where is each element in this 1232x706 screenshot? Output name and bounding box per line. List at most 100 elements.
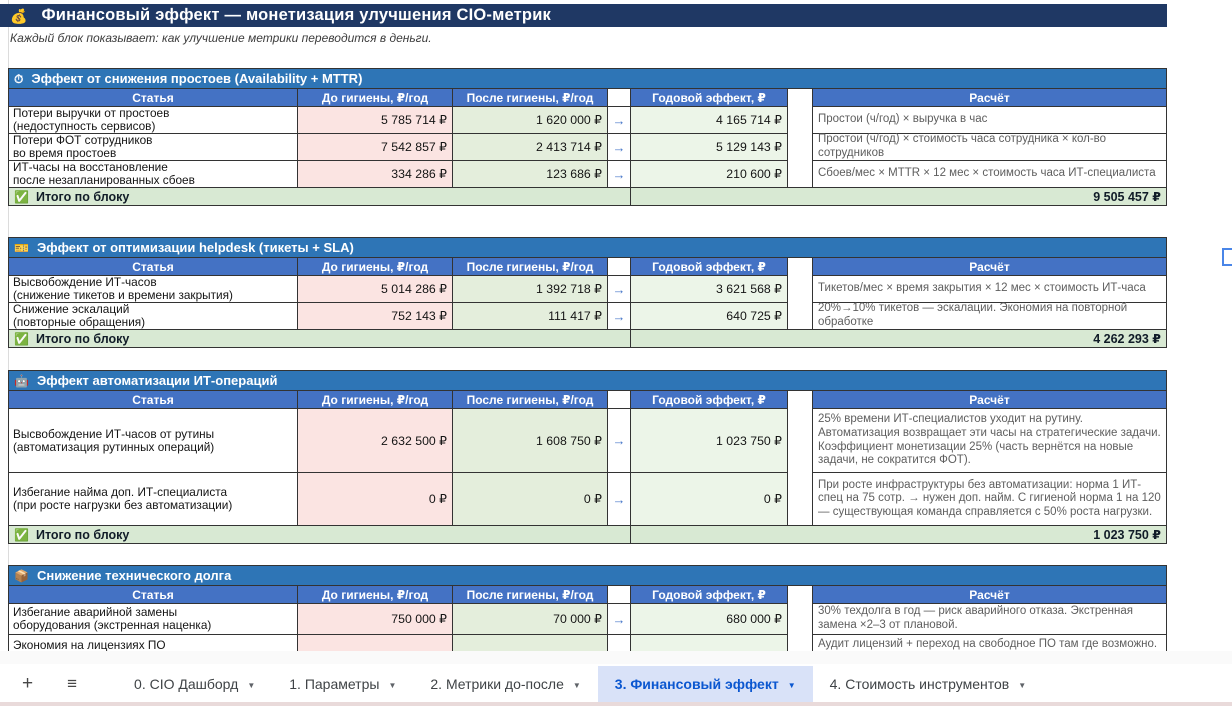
column-header-article[interactable]: Статья [9, 586, 298, 604]
article-cell[interactable]: Потери ФОТ сотрудников во время простоев [9, 134, 298, 161]
column-header-effect[interactable]: Годовой эффект, ₽ [631, 89, 788, 107]
chevron-down-icon[interactable]: ▼ [787, 680, 796, 690]
column-header-before[interactable]: До гигиены, ₽/год [298, 391, 453, 409]
after-cell[interactable]: 120 000 ₽ [453, 635, 608, 651]
arrow-icon: → [608, 161, 631, 188]
column-header-effect[interactable]: Годовой эффект, ₽ [631, 586, 788, 604]
tab-cio-dashboard[interactable]: 0. CIO Дашборд ▼ [134, 676, 256, 692]
arrow-icon: → [608, 604, 631, 635]
effect-cell[interactable]: 4 165 714 ₽ [631, 107, 788, 134]
effect-cell[interactable]: 680 000 ₽ [631, 604, 788, 635]
column-header-gap [788, 89, 813, 107]
column-header-effect[interactable]: Годовой эффект, ₽ [631, 258, 788, 276]
total-row: ✅ Итого по блоку 1 023 750 ₽ [9, 526, 1167, 544]
horizontal-scrollbar-track[interactable] [0, 651, 1232, 664]
column-header-after[interactable]: После гигиены, ₽/год [453, 89, 608, 107]
effect-cell[interactable]: 3 621 568 ₽ [631, 276, 788, 303]
before-cell[interactable]: 752 143 ₽ [298, 303, 453, 330]
calc-cell[interactable]: Тикетов/мес × время закрытия × 12 мес × … [813, 276, 1167, 303]
tab-tools-cost[interactable]: 4. Стоимость инструментов ▼ [829, 676, 1027, 692]
sheet-title-bar[interactable]: 💰 Финансовый эффект — монетизация улучше… [0, 4, 1167, 27]
chevron-down-icon[interactable]: ▼ [247, 680, 256, 690]
column-header-before[interactable]: До гигиены, ₽/год [298, 258, 453, 276]
effect-cell[interactable]: 480 000 ₽ [631, 635, 788, 651]
column-header-calc[interactable]: Расчёт [813, 258, 1167, 276]
before-cell[interactable]: 5 785 714 ₽ [298, 107, 453, 134]
article-cell[interactable]: Экономия на лицензиях ПО [9, 635, 298, 651]
chevron-down-icon[interactable]: ▼ [572, 680, 581, 690]
calc-cell[interactable]: Простои (ч/год) × выручка в час [813, 107, 1167, 134]
after-cell[interactable]: 1 608 750 ₽ [453, 409, 608, 473]
gap-cell [788, 134, 813, 161]
table-row: Избегание найма доп. ИТ-специалиста (при… [9, 473, 1167, 526]
block-helpdesk-header[interactable]: 🎫 Эффект от оптимизации helpdesk (тикеты… [9, 238, 1167, 258]
table-row: Высвобождение ИТ-часов от рутины (автома… [9, 409, 1167, 473]
block-total-label[interactable]: ✅ Итого по блоку [9, 330, 631, 348]
all-sheets-menu-icon[interactable]: ≡ [67, 674, 78, 693]
article-cell[interactable]: ИТ-часы на восстановление после незаплан… [9, 161, 298, 188]
block-total-label[interactable]: ✅ Итого по блоку [9, 526, 631, 544]
effect-cell[interactable]: 0 ₽ [631, 473, 788, 526]
calc-cell[interactable]: При росте инфраструктуры без автоматизац… [813, 473, 1167, 526]
after-cell[interactable]: 0 ₽ [453, 473, 608, 526]
after-cell[interactable]: 123 686 ₽ [453, 161, 608, 188]
block-tech-debt-header[interactable]: 📦 Снижение технического долга [9, 566, 1167, 586]
column-header-article[interactable]: Статья [9, 89, 298, 107]
article-cell[interactable]: Высвобождение ИТ-часов от рутины (автома… [9, 409, 298, 473]
after-cell[interactable]: 111 417 ₽ [453, 303, 608, 330]
calc-cell[interactable]: Аудит лицензий + переход на свободное ПО… [813, 635, 1167, 651]
effect-cell[interactable]: 1 023 750 ₽ [631, 409, 788, 473]
column-header-calc[interactable]: Расчёт [813, 89, 1167, 107]
column-header-before[interactable]: До гигиены, ₽/год [298, 89, 453, 107]
column-header-after[interactable]: После гигиены, ₽/год [453, 391, 608, 409]
column-header-calc[interactable]: Расчёт [813, 391, 1167, 409]
block-total-label[interactable]: ✅ Итого по блоку [9, 188, 631, 206]
before-cell[interactable]: 600 000 ₽ [298, 635, 453, 651]
check-icon: ✅ [14, 189, 29, 204]
column-header-article[interactable]: Статья [9, 391, 298, 409]
before-cell[interactable]: 2 632 500 ₽ [298, 409, 453, 473]
before-cell[interactable]: 5 014 286 ₽ [298, 276, 453, 303]
calc-cell[interactable]: 20%→10% тикетов — эскалации. Экономия на… [813, 302, 1167, 330]
article-cell[interactable]: Потери выручки от простоев (недоступност… [9, 107, 298, 134]
before-cell[interactable]: 0 ₽ [298, 473, 453, 526]
chevron-down-icon[interactable]: ▼ [1018, 680, 1027, 690]
after-cell[interactable]: 70 000 ₽ [453, 604, 608, 635]
article-cell[interactable]: Высвобождение ИТ-часов (снижение тикетов… [9, 276, 298, 303]
before-cell[interactable]: 334 286 ₽ [298, 161, 453, 188]
block-total-value[interactable]: 1 023 750 ₽ [631, 526, 1167, 544]
before-cell[interactable]: 7 542 857 ₽ [298, 134, 453, 161]
column-header-effect[interactable]: Годовой эффект, ₽ [631, 391, 788, 409]
block-automation-header[interactable]: 🤖 Эффект автоматизации ИТ-операций [9, 371, 1167, 391]
column-header-after[interactable]: После гигиены, ₽/год [453, 586, 608, 604]
block-total-value[interactable]: 4 262 293 ₽ [631, 330, 1167, 348]
column-header-row: Статья До гигиены, ₽/год После гигиены, … [9, 391, 1167, 409]
effect-cell[interactable]: 210 600 ₽ [631, 161, 788, 188]
tab-financial-effect[interactable]: 3. Финансовый эффект ▼ [597, 666, 813, 702]
after-cell[interactable]: 1 392 718 ₽ [453, 276, 608, 303]
column-header-article[interactable]: Статья [9, 258, 298, 276]
article-cell[interactable]: Избегание аварийной замены оборудования … [9, 604, 298, 635]
column-header-arrow [608, 391, 631, 409]
gap-cell [788, 303, 813, 330]
calc-cell[interactable]: Простои (ч/год) × стоимость часа сотрудн… [813, 133, 1167, 161]
after-cell[interactable]: 2 413 714 ₽ [453, 134, 608, 161]
article-cell[interactable]: Избегание найма доп. ИТ-специалиста (при… [9, 473, 298, 526]
article-cell[interactable]: Снижение эскалаций (повторные обращения) [9, 303, 298, 330]
effect-cell[interactable]: 5 129 143 ₽ [631, 134, 788, 161]
calc-cell[interactable]: 25% времени ИТ-специалистов уходит на ру… [813, 409, 1167, 473]
effect-cell[interactable]: 640 725 ₽ [631, 303, 788, 330]
tab-parameters[interactable]: 1. Параметры ▼ [289, 676, 397, 692]
tab-metrics-before-after[interactable]: 2. Метрики до-после ▼ [430, 676, 581, 692]
column-header-before[interactable]: До гигиены, ₽/год [298, 586, 453, 604]
column-header-calc[interactable]: Расчёт [813, 586, 1167, 604]
after-cell[interactable]: 1 620 000 ₽ [453, 107, 608, 134]
chevron-down-icon[interactable]: ▼ [388, 680, 397, 690]
calc-cell[interactable]: 30% техдолга в год — риск аварийного отк… [813, 604, 1167, 635]
block-downtime-header[interactable]: ⏱ Эффект от снижения простоев (Availabil… [9, 69, 1167, 89]
block-total-value[interactable]: 9 505 457 ₽ [631, 188, 1167, 206]
add-sheet-button[interactable]: + [22, 673, 34, 694]
before-cell[interactable]: 750 000 ₽ [298, 604, 453, 635]
column-header-after[interactable]: После гигиены, ₽/год [453, 258, 608, 276]
calc-cell[interactable]: Сбоев/мес × MTTR × 12 мес × стоимость ча… [813, 161, 1167, 188]
